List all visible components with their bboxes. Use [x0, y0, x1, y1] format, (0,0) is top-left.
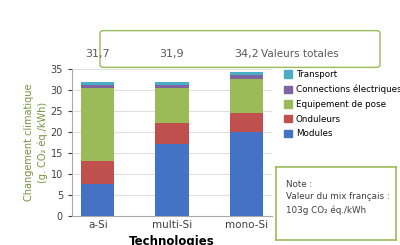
- Bar: [155, 144, 189, 216]
- Bar: [230, 79, 263, 113]
- Y-axis label: Changement climatique
(g. CO₂ éq./kWh): Changement climatique (g. CO₂ éq./kWh): [24, 83, 48, 201]
- Bar: [81, 85, 114, 87]
- Text: 31,9: 31,9: [160, 49, 184, 59]
- Bar: [81, 87, 114, 161]
- Bar: [155, 85, 189, 87]
- Bar: [230, 75, 263, 79]
- Text: Note :
Valeur du mix français :
103g CO₂ éq./kWh: Note : Valeur du mix français : 103g CO₂…: [286, 180, 389, 215]
- Bar: [230, 113, 263, 132]
- Bar: [155, 123, 189, 144]
- Bar: [230, 72, 263, 75]
- Bar: [155, 82, 189, 85]
- Text: Valeurs totales: Valeurs totales: [261, 49, 339, 59]
- Bar: [81, 184, 114, 216]
- Legend: Transport, Connections électriques, Equipement de pose, Onduleurs, Modules: Transport, Connections électriques, Equi…: [284, 70, 400, 138]
- Text: 31,7: 31,7: [86, 49, 110, 59]
- Bar: [81, 161, 114, 184]
- Bar: [81, 83, 114, 85]
- X-axis label: Technologies: Technologies: [129, 235, 215, 245]
- Bar: [230, 132, 263, 216]
- Bar: [155, 87, 189, 123]
- Text: 34,2: 34,2: [234, 49, 258, 59]
